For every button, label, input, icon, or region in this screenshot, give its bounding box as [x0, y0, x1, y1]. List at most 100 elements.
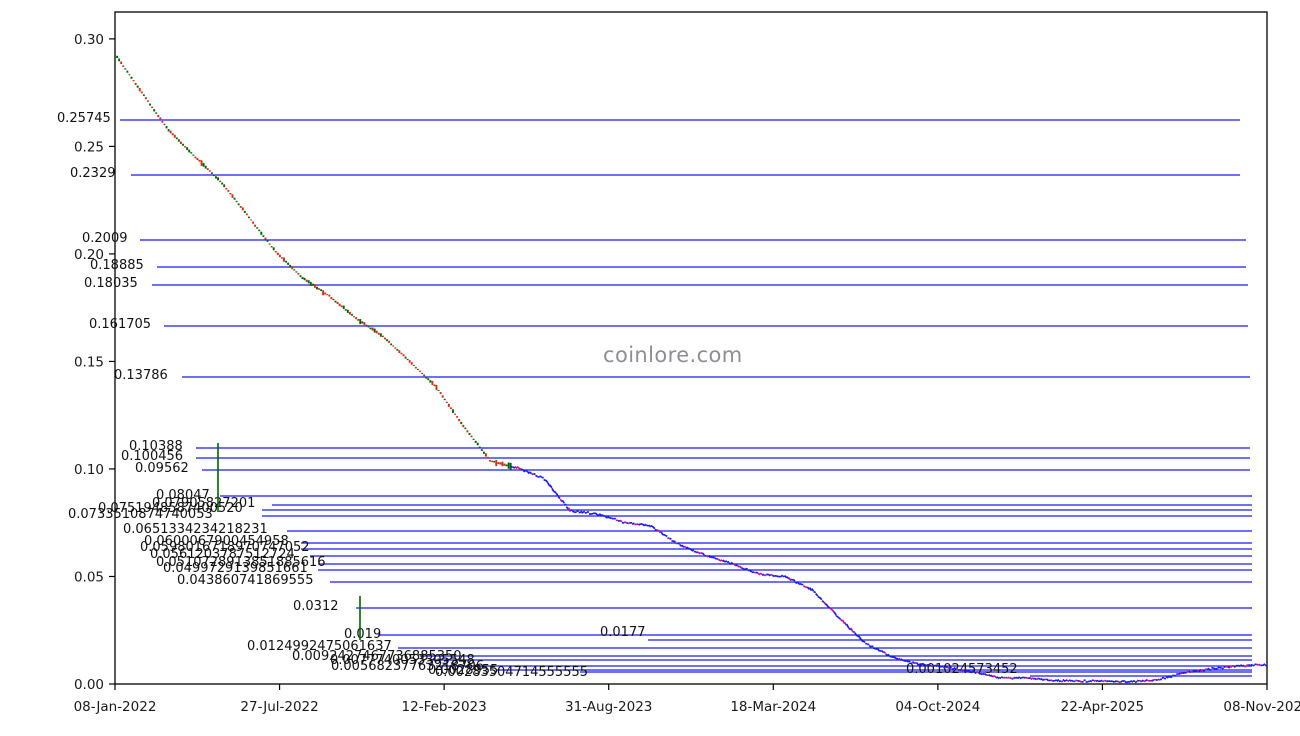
- ohlc-candle: [596, 513, 600, 517]
- ohlc-candle: [835, 615, 839, 619]
- price-level: 0.2329: [70, 166, 1240, 181]
- ohlc-candle: [905, 659, 909, 663]
- ohlc-candle: [732, 562, 736, 566]
- ohlc-candle: [1124, 680, 1128, 684]
- ohlc-candle: [1114, 680, 1117, 683]
- ohlc-candle: [685, 546, 689, 549]
- ohlc-candle: [747, 569, 750, 572]
- price-level: 0.043860741869555: [177, 573, 1252, 588]
- ohlc-candle: [530, 472, 534, 476]
- ohlc-candle: [1258, 663, 1262, 667]
- price-level: 0.0600067900454958: [144, 534, 1252, 549]
- ohlc-candle: [689, 547, 693, 552]
- ohlc-candle: [1223, 665, 1227, 669]
- price-level-label: 0.0124992475061637: [247, 639, 392, 654]
- ohlc-candle: [924, 664, 928, 667]
- ohlc-candle: [644, 523, 648, 527]
- ohlc-candle: [914, 661, 917, 665]
- ohlc-candle: [1041, 678, 1045, 682]
- ohlc-candle: [730, 561, 734, 565]
- ohlc-candle: [885, 653, 889, 657]
- ohlc-candle: [648, 524, 652, 528]
- ohlc-candle: [837, 616, 841, 620]
- price-level-label: 0.0077740053305548: [330, 653, 475, 668]
- y-axis-tick-label: 0.05: [74, 569, 104, 585]
- x-axis-tick-label: 31-Aug-2023: [565, 699, 652, 715]
- ohlc-candle: [1250, 663, 1253, 667]
- price-level: 0.07905827201: [152, 496, 1252, 511]
- ohlc-candle: [761, 573, 765, 576]
- ohlc-candle: [1112, 680, 1115, 683]
- ohlc-candle: [790, 578, 794, 581]
- ohlc-candle: [518, 467, 522, 471]
- ohlc-candle: [751, 570, 755, 574]
- price-level-label: 0.09562: [135, 461, 189, 476]
- ohlc-candle: [965, 669, 969, 673]
- price-level-label: 0.25745: [57, 111, 111, 126]
- ohlc-candle: [1017, 676, 1021, 680]
- price-level: 0.18035: [84, 276, 1248, 291]
- ohlc-candle: [1182, 671, 1185, 675]
- ohlc-candle: [728, 562, 732, 566]
- ohlc-candle: [539, 475, 542, 478]
- ohlc-candle: [1066, 679, 1070, 683]
- price-level-label: 0.18885: [90, 258, 144, 273]
- ohlc-candle: [1064, 679, 1068, 682]
- ohlc-candle: [982, 672, 985, 676]
- x-axis-tick-label: 04-Oct-2024: [895, 699, 980, 715]
- ohlc-candle: [833, 611, 838, 616]
- ohlc-candle: [961, 669, 965, 672]
- ohlc-candle: [514, 465, 518, 470]
- ohlc-candle: [947, 666, 950, 670]
- ohlc-candle: [660, 531, 664, 536]
- ohlc-candle: [735, 564, 738, 567]
- ohlc-candle: [792, 578, 796, 582]
- ohlc-candle: [1009, 676, 1012, 680]
- ohlc-candle: [641, 523, 646, 527]
- price-level: 0.18885: [90, 258, 1246, 273]
- price-level: 0.09562: [135, 461, 1250, 476]
- price-level: 0.0751948587400520: [98, 501, 1252, 516]
- ohlc-candle: [1000, 676, 1004, 679]
- ohlc-candle: [829, 607, 833, 611]
- ohlc-candle: [555, 492, 559, 497]
- ohlc-candle: [788, 577, 792, 582]
- ohlc-candle: [1130, 680, 1134, 683]
- price-level-label: 0.00568237763218706: [331, 659, 484, 674]
- ohlc-candle: [930, 664, 934, 668]
- price-level-label: 0.0028955: [428, 663, 498, 678]
- ohlc-candle: [767, 573, 771, 577]
- price-level: 0.161705: [89, 317, 1248, 332]
- price-level-label: 0.0733510874740053: [68, 507, 213, 522]
- ohlc-candle: [845, 623, 850, 629]
- ohlc-candle: [1188, 670, 1192, 674]
- price-level-label: 0.0751948587400520: [98, 501, 243, 516]
- ohlc-candle: [959, 668, 963, 672]
- ohlc-candle: [784, 575, 788, 579]
- ohlc-candle: [827, 605, 831, 609]
- price-level-label: 0.0598016718970747052: [140, 540, 310, 555]
- ohlc-candle: [771, 574, 775, 578]
- price-level: 0.100456: [121, 449, 1250, 464]
- x-axis-tick-label: 12-Feb-2023: [402, 699, 487, 715]
- y-axis-tick-label: 0.25: [74, 139, 104, 155]
- ohlc-candle: [953, 666, 957, 670]
- ohlc-candle: [973, 671, 977, 675]
- ohlc-candle: [1161, 676, 1165, 679]
- ohlc-candle: [911, 660, 916, 665]
- ohlc-candle: [854, 632, 858, 637]
- price-level-label: 0.0177: [600, 625, 646, 640]
- ohlc-candle: [998, 676, 1002, 680]
- ohlc-candle: [528, 471, 532, 475]
- ohlc-candle: [701, 552, 705, 556]
- ohlc-candle: [522, 469, 526, 473]
- ohlc-candle: [1221, 667, 1224, 670]
- ohlc-candle: [738, 565, 743, 569]
- ohlc-candle: [1058, 679, 1062, 683]
- price-level-label: 0.0510728913851885616: [156, 555, 326, 570]
- ohlc-candle: [1039, 677, 1043, 681]
- ohlc-candle: [1194, 669, 1198, 673]
- ohlc-candle: [1035, 677, 1039, 681]
- ohlc-candle: [664, 534, 668, 538]
- price-level: 0.0510728913851885616: [156, 555, 1252, 570]
